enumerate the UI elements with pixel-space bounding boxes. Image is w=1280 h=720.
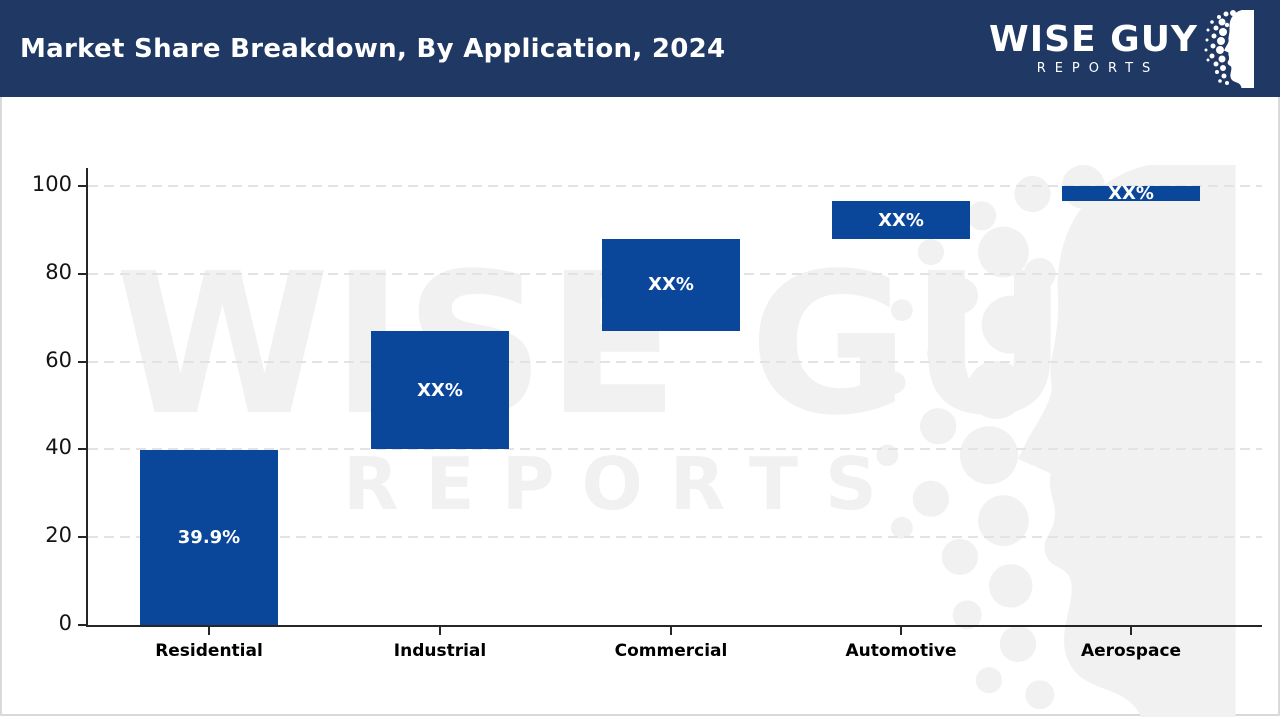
y-tick-label-100: 100	[31, 172, 72, 196]
x-axis-label-automotive: Automotive	[845, 641, 957, 661]
bar-automotive: XX%	[832, 201, 970, 239]
y-tick-100	[78, 185, 86, 187]
x-axis-label-aerospace: Aerospace	[1080, 641, 1182, 661]
x-tick-automotive	[900, 627, 902, 635]
bar-commercial: XX%	[602, 238, 740, 331]
x-tick-aerospace	[1130, 627, 1132, 635]
header-bar: Market Share Breakdown, By Application, …	[0, 0, 1280, 97]
frame-border-right	[1278, 97, 1280, 716]
gridline-20	[88, 536, 1262, 539]
page-title: Market Share Breakdown, By Application, …	[20, 33, 726, 64]
x-axis-label-commercial: Commercial	[614, 641, 728, 661]
y-tick-40	[78, 448, 86, 451]
y-axis-line	[86, 168, 88, 627]
logo-subtitle: REPORTS	[1036, 60, 1160, 76]
watermark-subtitle: REPORTS	[343, 442, 904, 526]
bar-industrial: XX%	[371, 330, 509, 450]
bar-value-label-industrial: XX%	[417, 379, 463, 401]
bar-value-label-aerospace: XX%	[1108, 183, 1154, 205]
x-tick-industrial	[439, 627, 441, 635]
y-tick-0	[78, 624, 86, 626]
gridline-60	[88, 360, 1262, 363]
bar-value-label-automotive: XX%	[878, 209, 924, 231]
x-axis-label-industrial: Industrial	[393, 641, 487, 661]
bar-aerospace: XX%	[1062, 183, 1200, 205]
y-tick-label-40: 40	[45, 435, 72, 460]
bar-value-label-residential: 39.9%	[177, 526, 241, 548]
x-tick-residential	[208, 627, 210, 635]
frame-border-bottom	[0, 714, 1280, 716]
bar-residential: 39.9%	[140, 449, 278, 625]
y-tick-label-20: 20	[45, 523, 72, 548]
gridline-100	[88, 185, 1262, 187]
frame-border-left	[0, 97, 2, 716]
y-tick-80	[78, 272, 86, 275]
bar-value-label-commercial: XX%	[648, 274, 694, 296]
x-axis-line	[86, 625, 1262, 627]
gridline-40	[88, 448, 1262, 451]
y-tick-label-80: 80	[45, 259, 72, 284]
y-tick-60	[78, 360, 86, 363]
wiseguy-logo: WISE GUY REPORTS	[988, 9, 1254, 88]
logo-text: WISE GUY REPORTS	[988, 18, 1198, 76]
y-tick-label-0: 0	[58, 611, 72, 635]
x-tick-commercial	[670, 627, 672, 635]
y-tick-label-60: 60	[45, 347, 72, 372]
x-axis-label-residential: Residential	[155, 641, 263, 661]
logo-wordmark: WISE GUY	[988, 18, 1198, 60]
y-tick-20	[78, 536, 86, 539]
